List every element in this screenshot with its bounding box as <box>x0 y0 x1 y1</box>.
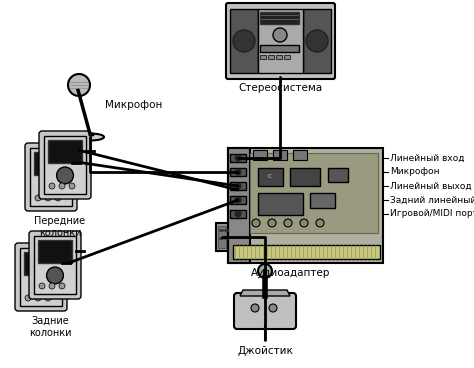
Circle shape <box>273 28 287 42</box>
Circle shape <box>39 283 45 289</box>
Circle shape <box>59 183 65 189</box>
Bar <box>293 150 307 160</box>
Circle shape <box>45 295 51 301</box>
Bar <box>216 223 228 251</box>
Circle shape <box>251 304 259 312</box>
Text: Линейный вход: Линейный вход <box>390 153 465 163</box>
Circle shape <box>55 195 61 201</box>
Bar <box>253 150 267 160</box>
Bar <box>230 9 258 73</box>
Bar <box>284 55 290 59</box>
Bar <box>34 152 68 175</box>
Circle shape <box>316 219 324 227</box>
Circle shape <box>235 169 241 175</box>
Circle shape <box>235 211 241 217</box>
FancyBboxPatch shape <box>29 231 81 299</box>
Bar <box>273 150 287 160</box>
Bar <box>276 55 282 59</box>
Bar <box>34 236 76 294</box>
FancyBboxPatch shape <box>226 3 335 79</box>
Ellipse shape <box>76 134 104 141</box>
Text: Микрофон: Микрофон <box>105 100 163 110</box>
Text: Джойстик: Джойстик <box>237 346 293 356</box>
Bar <box>260 55 266 59</box>
Bar <box>230 196 246 204</box>
Bar <box>310 193 335 208</box>
Circle shape <box>258 264 272 278</box>
Circle shape <box>235 197 241 203</box>
Bar <box>228 148 250 263</box>
Bar <box>230 210 246 218</box>
Circle shape <box>25 295 31 301</box>
Text: Микрофон: Микрофон <box>390 167 439 177</box>
Circle shape <box>233 30 255 52</box>
Circle shape <box>268 219 276 227</box>
Bar <box>228 148 383 263</box>
Bar <box>258 9 303 73</box>
Circle shape <box>46 267 64 284</box>
Circle shape <box>49 183 55 189</box>
Bar <box>250 153 378 233</box>
Text: Задние
колонки: Задние колонки <box>29 316 71 337</box>
Bar <box>290 168 320 186</box>
Circle shape <box>284 219 292 227</box>
Polygon shape <box>240 290 290 296</box>
Circle shape <box>300 219 308 227</box>
Circle shape <box>235 155 241 161</box>
Bar <box>30 148 72 206</box>
Bar <box>233 245 380 259</box>
FancyBboxPatch shape <box>39 131 91 199</box>
Bar <box>268 55 274 59</box>
Bar <box>258 168 283 186</box>
Bar <box>328 168 348 182</box>
FancyBboxPatch shape <box>15 243 67 311</box>
Text: Аудиоадаптер: Аудиоадаптер <box>251 268 330 278</box>
Bar <box>260 45 299 52</box>
Bar <box>38 240 72 263</box>
Circle shape <box>56 167 73 184</box>
Circle shape <box>252 219 260 227</box>
Circle shape <box>49 283 55 289</box>
Circle shape <box>45 195 51 201</box>
Bar <box>44 136 86 194</box>
Circle shape <box>69 183 75 189</box>
Text: Задний линейный выход: Задний линейный выход <box>390 195 474 205</box>
Text: Передние
колонки: Передние колонки <box>35 216 86 238</box>
Bar <box>230 168 246 176</box>
Bar <box>303 9 331 73</box>
Bar <box>260 12 299 24</box>
Circle shape <box>35 195 41 201</box>
Circle shape <box>59 283 65 289</box>
Text: Игровой/MIDI порт: Игровой/MIDI порт <box>390 209 474 219</box>
Circle shape <box>235 183 241 189</box>
Bar <box>20 248 62 306</box>
FancyBboxPatch shape <box>234 293 296 329</box>
Bar <box>230 182 246 190</box>
Bar <box>48 140 82 163</box>
Bar <box>258 193 303 215</box>
Circle shape <box>35 295 41 301</box>
Bar <box>218 226 226 248</box>
FancyBboxPatch shape <box>25 143 77 211</box>
Text: IC: IC <box>267 174 273 180</box>
Bar <box>24 252 58 275</box>
Text: Стереосистема: Стереосистема <box>238 83 322 93</box>
Circle shape <box>43 179 59 196</box>
Circle shape <box>68 74 90 96</box>
Circle shape <box>306 30 328 52</box>
Circle shape <box>33 279 49 296</box>
Circle shape <box>269 304 277 312</box>
Text: Линейный выход: Линейный выход <box>390 181 472 191</box>
Bar <box>230 154 246 162</box>
